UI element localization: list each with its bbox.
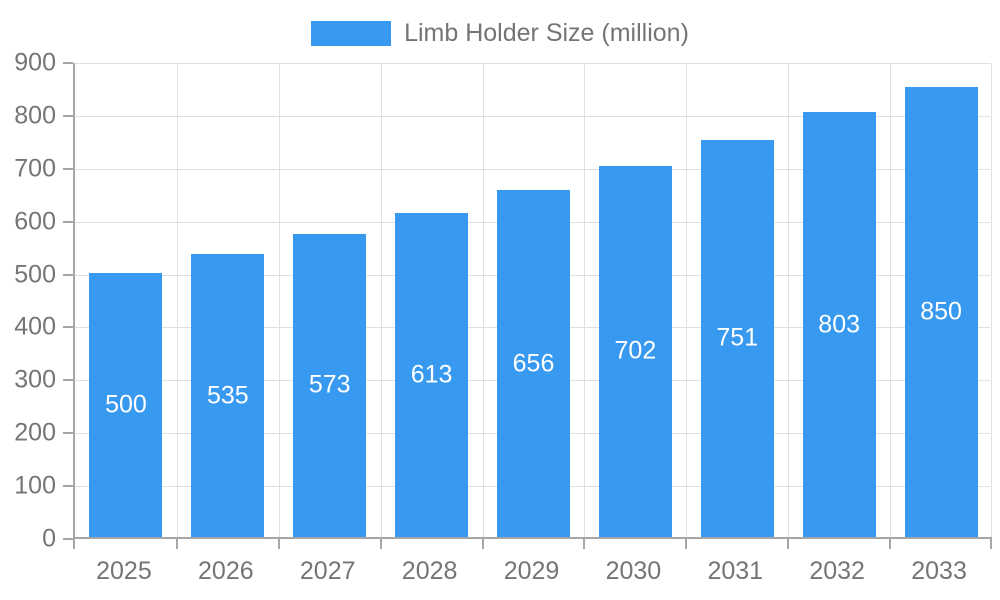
v-gridline bbox=[890, 63, 892, 537]
chart-legend[interactable]: Limb Holder Size (million) bbox=[0, 19, 1000, 48]
bar[interactable]: 656 bbox=[497, 190, 570, 537]
bar[interactable]: 613 bbox=[395, 212, 469, 537]
h-gridline bbox=[75, 63, 990, 64]
y-axis-tick bbox=[63, 432, 73, 435]
bar-value-label: 656 bbox=[512, 349, 555, 378]
legend-label: Limb Holder Size (million) bbox=[404, 19, 689, 47]
h-gridline bbox=[75, 115, 990, 117]
bar-value-label: 573 bbox=[308, 370, 351, 399]
legend-swatch-icon bbox=[311, 21, 392, 46]
bar-value-label: 751 bbox=[716, 323, 759, 352]
bar[interactable]: 751 bbox=[700, 139, 774, 537]
x-axis-tick bbox=[685, 537, 688, 549]
y-axis-tick bbox=[63, 379, 73, 382]
y-tick-label: 900 bbox=[14, 48, 56, 77]
bar[interactable]: 803 bbox=[802, 112, 876, 537]
x-tick-label: 2027 bbox=[299, 557, 356, 585]
bar-value-label: 702 bbox=[614, 336, 657, 365]
y-tick-label: 100 bbox=[14, 471, 56, 500]
x-axis-tick bbox=[889, 537, 892, 549]
x-tick-label: 2030 bbox=[605, 557, 662, 585]
y-tick-label: 600 bbox=[14, 207, 56, 236]
bar[interactable]: 573 bbox=[293, 233, 367, 537]
bar-value-label: 613 bbox=[410, 360, 453, 389]
x-tick-label: 2032 bbox=[809, 557, 865, 585]
bar-value-label: 850 bbox=[920, 297, 962, 326]
x-axis-tick bbox=[379, 537, 382, 549]
plot-area: 500 535 573 613 656 702 751 803 850 bbox=[63, 62, 992, 549]
y-tick-label: 400 bbox=[14, 312, 56, 341]
y-axis-tick bbox=[63, 538, 73, 540]
x-tick-label: 2033 bbox=[911, 557, 967, 585]
x-axis-tick bbox=[583, 537, 586, 549]
x-tick-label: 2029 bbox=[503, 557, 560, 585]
v-gridline bbox=[380, 63, 382, 537]
y-axis-tick bbox=[63, 114, 73, 117]
bar[interactable]: 850 bbox=[904, 87, 978, 537]
v-gridline bbox=[991, 63, 992, 537]
bar-value-label: 803 bbox=[818, 310, 861, 339]
bar-value-label: 500 bbox=[105, 390, 147, 419]
bar-value-label: 535 bbox=[206, 381, 249, 410]
x-axis-tick bbox=[175, 537, 178, 549]
v-gridline bbox=[176, 63, 178, 537]
y-axis-tick bbox=[63, 167, 73, 170]
v-gridline bbox=[482, 63, 484, 537]
y-axis-tick bbox=[63, 485, 73, 488]
x-axis-tick bbox=[990, 537, 992, 549]
x-tick-label: 2028 bbox=[401, 557, 458, 585]
x-axis-tick bbox=[73, 537, 75, 549]
y-tick-label: 0 bbox=[42, 524, 56, 553]
x-tick-label: 2026 bbox=[198, 557, 254, 585]
bar[interactable]: 500 bbox=[89, 272, 163, 537]
y-tick-label: 300 bbox=[14, 365, 56, 394]
v-gridline bbox=[788, 63, 790, 537]
v-gridline bbox=[686, 63, 688, 537]
y-axis-tick bbox=[63, 326, 73, 329]
bar[interactable]: 535 bbox=[191, 254, 265, 537]
y-axis-tick bbox=[63, 273, 73, 276]
y-tick-label: 200 bbox=[14, 418, 56, 447]
x-axis-tick bbox=[787, 537, 790, 549]
y-tick-label: 500 bbox=[14, 260, 56, 289]
x-tick-label: 2031 bbox=[707, 557, 764, 585]
x-axis-tick bbox=[277, 537, 280, 549]
y-tick-label: 800 bbox=[14, 101, 56, 130]
h-gridline bbox=[75, 168, 990, 170]
x-axis-tick bbox=[481, 537, 484, 549]
x-tick-label: 2025 bbox=[96, 557, 152, 585]
v-gridline bbox=[278, 63, 280, 537]
y-axis-tick bbox=[63, 220, 73, 223]
y-axis-tick bbox=[63, 62, 73, 64]
v-gridline bbox=[584, 63, 586, 537]
bar[interactable]: 702 bbox=[598, 165, 672, 537]
y-tick-label: 700 bbox=[14, 154, 56, 183]
